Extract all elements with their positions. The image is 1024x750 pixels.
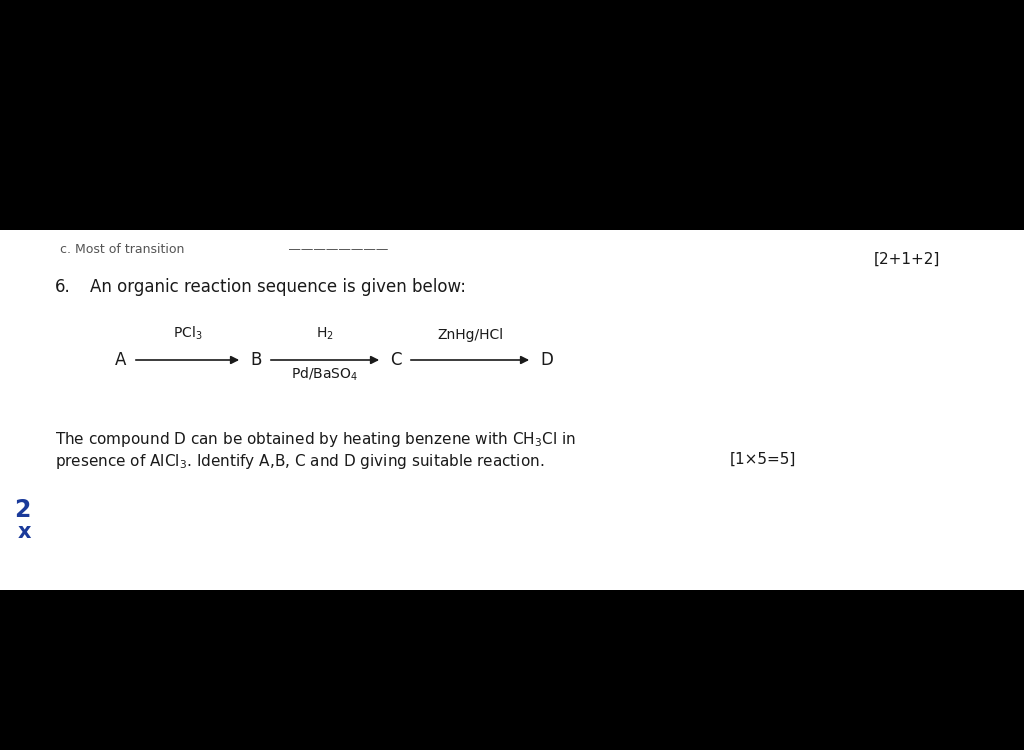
Bar <box>0 230 1024 590</box>
Text: presence of AlCl$_3$. Identify A,B, C and D giving suitable reaction.: presence of AlCl$_3$. Identify A,B, C an… <box>55 452 545 471</box>
Text: C: C <box>390 351 401 369</box>
Text: 2: 2 <box>13 498 30 522</box>
Text: H$_2$: H$_2$ <box>316 326 334 342</box>
Text: [2+1+2]: [2+1+2] <box>873 252 940 267</box>
Text: B: B <box>250 351 261 369</box>
Text: An organic reaction sequence is given below:: An organic reaction sequence is given be… <box>90 278 466 296</box>
Text: PCl$_3$: PCl$_3$ <box>173 325 203 342</box>
Text: x: x <box>17 522 31 542</box>
Text: ZnHg/HCl: ZnHg/HCl <box>437 328 503 342</box>
Text: D: D <box>540 351 553 369</box>
Text: 6.: 6. <box>55 278 71 296</box>
Text: Pd/BaSO$_4$: Pd/BaSO$_4$ <box>292 366 358 383</box>
Text: c. Most of transition                          ————————: c. Most of transition ———————— <box>60 243 388 256</box>
Text: A: A <box>115 351 126 369</box>
Text: [1×5=5]: [1×5=5] <box>730 452 797 467</box>
Text: The compound D can be obtained by heating benzene with CH$_3$Cl in: The compound D can be obtained by heatin… <box>55 430 575 449</box>
